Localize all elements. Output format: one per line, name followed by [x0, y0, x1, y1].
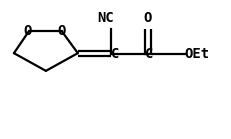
- Text: OEt: OEt: [184, 47, 209, 61]
- Text: NC: NC: [97, 11, 114, 25]
- Text: C: C: [111, 47, 119, 61]
- Text: O: O: [58, 24, 66, 38]
- Text: O: O: [24, 24, 32, 38]
- Text: O: O: [143, 11, 152, 25]
- Text: C: C: [145, 47, 154, 61]
